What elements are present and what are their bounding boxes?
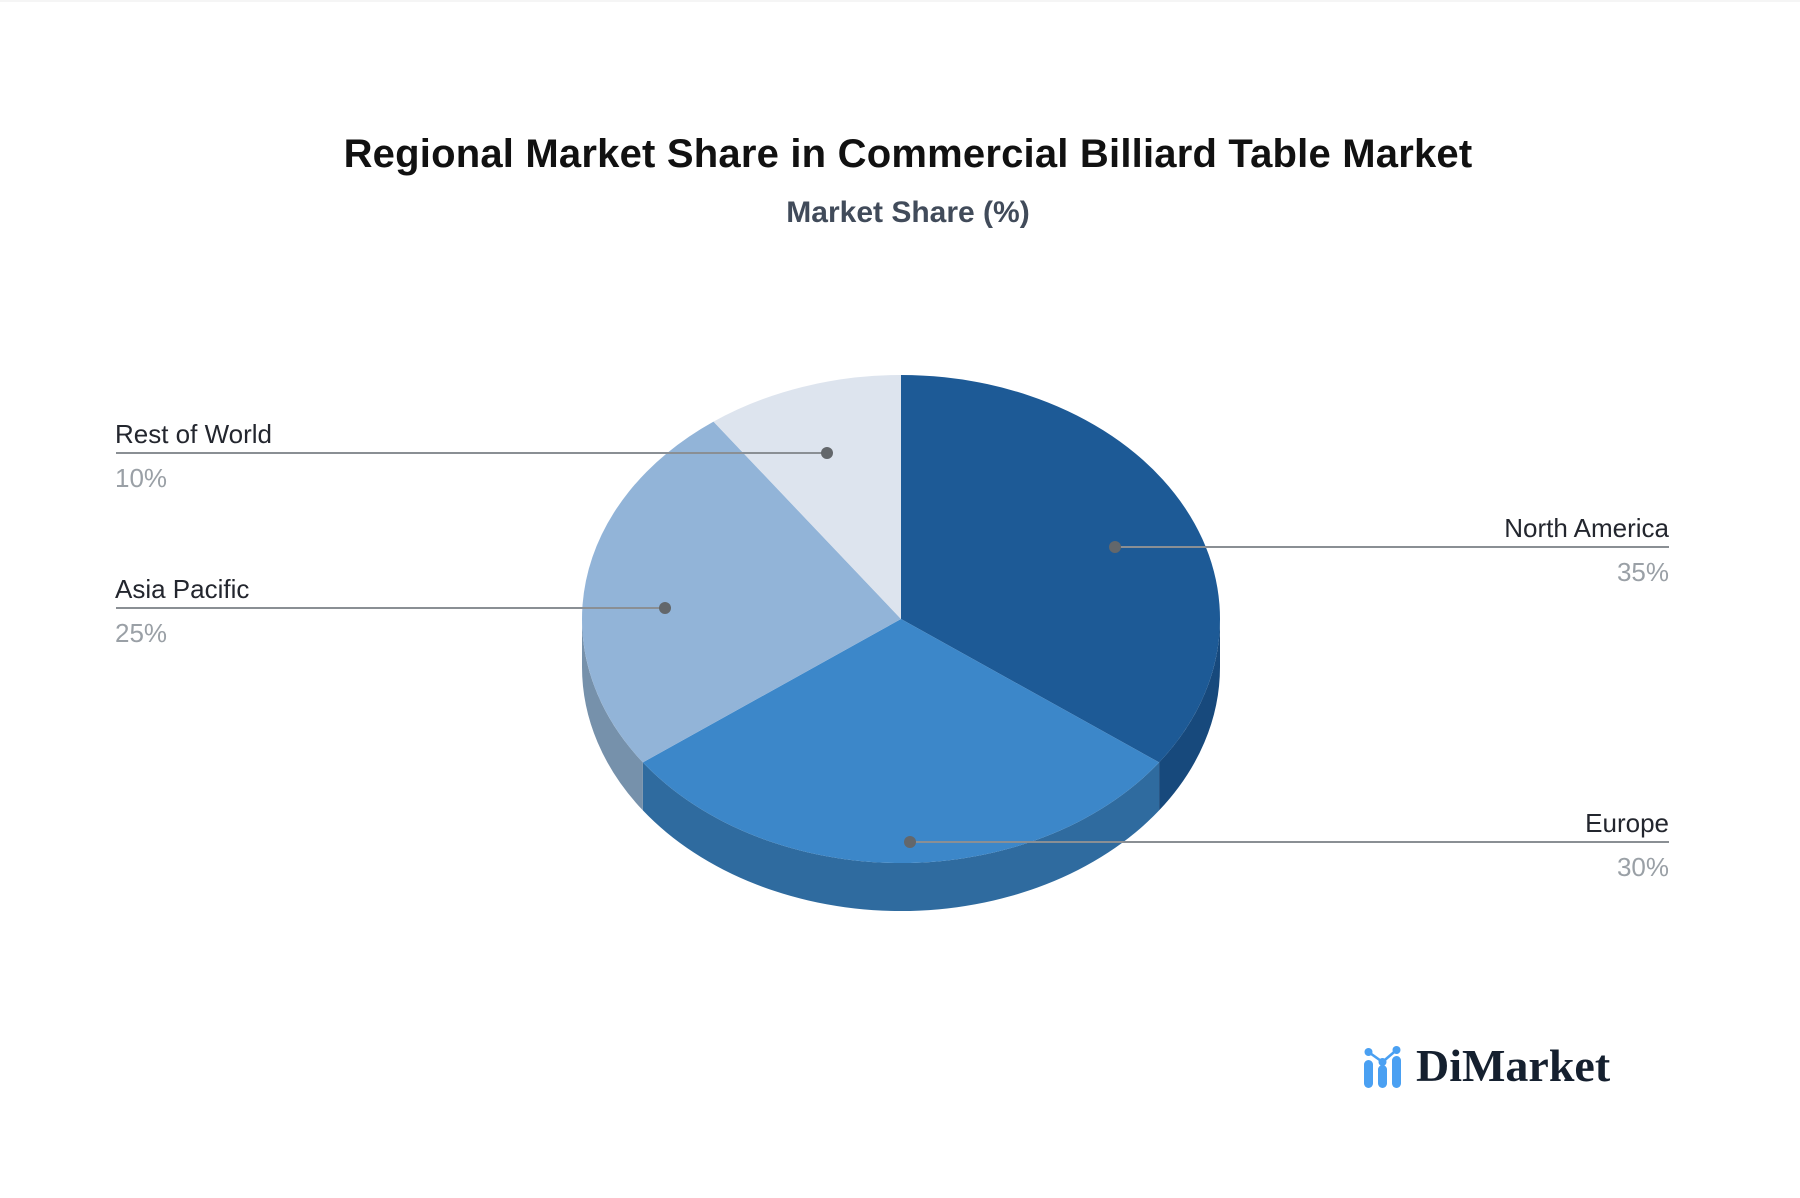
brand-logo: DiMarket (1362, 1042, 1610, 1090)
slice-side-north-america (1159, 619, 1220, 811)
pie-slice-europe (642, 619, 1160, 864)
value-asia-pacific: 25% (115, 618, 168, 648)
value-north-america: 35% (1616, 557, 1669, 587)
chart-title: Regional Market Share in Commercial Bill… (343, 132, 1473, 176)
pie-slice-rest-of-world (713, 375, 901, 619)
bar-line-chart-icon (1364, 1046, 1401, 1088)
leader-dot-north-america (1109, 541, 1121, 553)
pie-slice-asia-pacific (581, 421, 901, 763)
value-europe: 30% (1616, 852, 1669, 882)
leader-dot-asia-pacific (659, 602, 671, 614)
label-europe: Europe (1585, 808, 1669, 838)
label-north-america: North America (1504, 513, 1669, 543)
chart-subtitle: Market Share (%) (786, 196, 1030, 229)
slice-side-asia-pacific (582, 619, 643, 811)
leader-dot-rest-of-world (821, 447, 833, 459)
pie-slice-north-america (901, 374, 1221, 763)
leader-dot-europe (904, 836, 916, 848)
value-rest-of-world: 10% (115, 463, 168, 493)
slice-side-europe (642, 762, 1160, 912)
label-asia-pacific: Asia Pacific (115, 574, 250, 604)
brand-logo-text: DiMarket (1416, 1040, 1611, 1091)
label-rest-of-world: Rest of World (115, 419, 273, 449)
